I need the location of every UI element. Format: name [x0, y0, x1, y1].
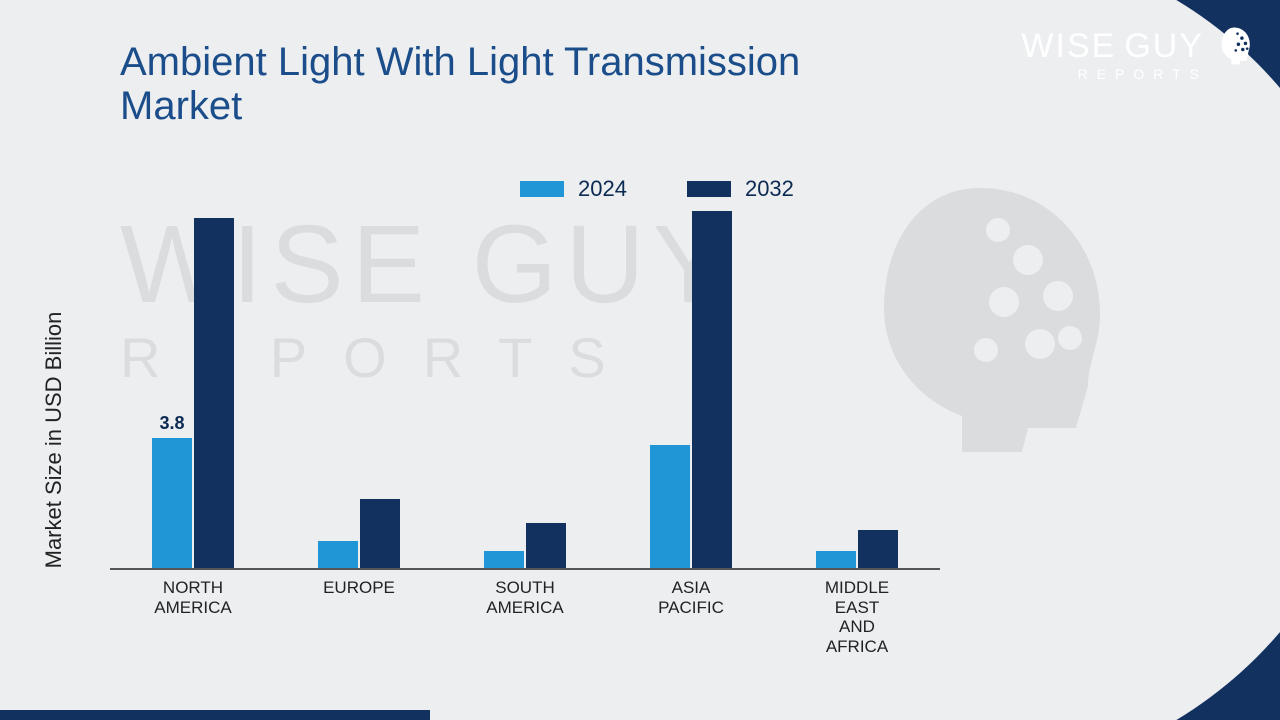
x-axis-labels: NORTHAMERICA EUROPE SOUTHAMERICA ASIAPACIFI…	[110, 572, 940, 656]
bar	[484, 551, 524, 568]
chart-area: Market Size in USD Billion 3.8 NORTHAMER…	[60, 190, 940, 690]
brand-line2: REPORTS	[976, 66, 1256, 82]
bar	[816, 551, 856, 568]
bar-group	[299, 499, 419, 568]
bar-value-label: 3.8	[159, 413, 184, 434]
x-axis-label: NORTHAMERICA	[133, 572, 253, 656]
bar: 3.8	[152, 438, 192, 568]
brand-logo: WISE GUY REPORTS	[976, 24, 1256, 82]
bar	[194, 218, 234, 568]
bar	[650, 445, 690, 568]
bar-group	[797, 530, 917, 568]
page-title: Ambient Light With Light Transmission Ma…	[120, 40, 820, 128]
bar-group	[631, 211, 751, 568]
brand-word-1: WISE	[1021, 27, 1116, 66]
bar-groups: 3.8	[110, 210, 940, 568]
plot-area: 3.8	[110, 210, 940, 570]
bar	[526, 523, 566, 568]
bar-group	[465, 523, 585, 568]
footer-accent-bar	[0, 710, 430, 720]
bar-group: 3.8	[133, 218, 253, 568]
bar	[858, 530, 898, 568]
brand-word-2: GUY	[1124, 27, 1204, 66]
brand-line1: WISE GUY	[976, 24, 1256, 68]
y-axis-label: Market Size in USD Billion	[41, 312, 67, 569]
page-root: WISE GUY REPORTS WISE GUY REPORTS Ambien…	[0, 0, 1280, 720]
logo-head-icon	[1212, 24, 1256, 68]
bar	[360, 499, 400, 568]
x-axis-label: EUROPE	[299, 572, 419, 656]
x-axis-label: MIDDLEEASTANDAFRICA	[797, 572, 917, 656]
bar	[318, 541, 358, 568]
brand-panel	[960, 0, 1280, 720]
bar	[692, 211, 732, 568]
x-axis-label: SOUTHAMERICA	[465, 572, 585, 656]
x-axis-label: ASIAPACIFIC	[631, 572, 751, 656]
